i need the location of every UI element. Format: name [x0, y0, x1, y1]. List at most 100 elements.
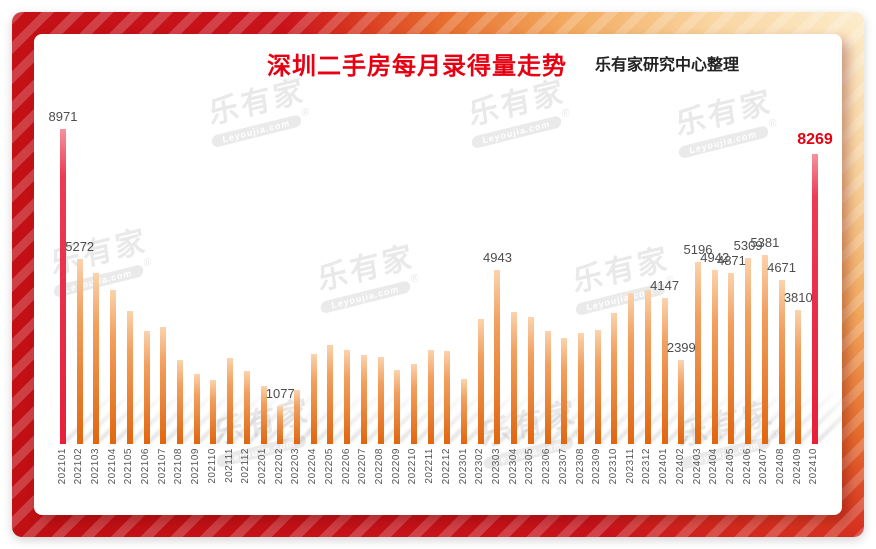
x-axis-label: 202309 — [591, 448, 603, 485]
x-axis-label: 202102 — [73, 448, 85, 485]
x-axis-label: 202312 — [641, 448, 653, 485]
bar-202211 — [427, 350, 434, 444]
x-axis-label: 202409 — [791, 448, 803, 485]
x-axis-label: 202402 — [674, 448, 686, 485]
bar-202110 — [210, 380, 217, 444]
bar-202202 — [277, 406, 284, 444]
bar-202304 — [511, 312, 518, 444]
x-axis-label: 202308 — [574, 448, 586, 485]
chart-card: 乐有家Leyoujia.com®乐有家Leyoujia.com®乐有家Leyou… — [34, 34, 842, 515]
bar-202408 — [778, 280, 785, 444]
bar-202109 — [193, 374, 200, 444]
x-axis-label: 202103 — [89, 448, 101, 485]
x-axis-label: 202404 — [708, 448, 720, 485]
decor-frame: 乐有家Leyoujia.com®乐有家Leyoujia.com®乐有家Leyou… — [12, 12, 864, 537]
bar-shadow — [795, 386, 842, 444]
bar-202301 — [461, 379, 468, 444]
bar-202310 — [611, 313, 618, 444]
x-axis-label: 202107 — [156, 448, 168, 485]
bar-202404 — [711, 270, 718, 444]
bar-202305 — [527, 317, 534, 444]
x-axis-label: 202201 — [257, 448, 269, 485]
bar-value-label: 4942 — [700, 250, 730, 265]
registered-mark: ® — [409, 271, 420, 286]
bar-202403 — [695, 262, 702, 444]
x-axis-label: 202306 — [541, 448, 553, 485]
bar-202201 — [260, 386, 267, 444]
bar-202210 — [410, 364, 417, 444]
bar-202402 — [678, 360, 685, 444]
bar-value-label: 4147 — [650, 278, 680, 293]
bar-202405 — [728, 273, 735, 444]
bar-202307 — [561, 338, 568, 444]
bar-202204 — [310, 354, 317, 444]
x-axis-label: 202302 — [474, 448, 486, 485]
bar-value-label: 2399 — [666, 340, 696, 355]
x-axis-label: 202401 — [658, 448, 670, 485]
x-axis-label: 202207 — [357, 448, 369, 485]
bar-value-label: 8971 — [48, 109, 78, 124]
x-axis-label: 202212 — [440, 448, 452, 485]
x-axis-label: 202403 — [691, 448, 703, 485]
x-axis-label: 202310 — [607, 448, 619, 485]
bar-202302 — [477, 319, 484, 444]
bar-202107 — [160, 327, 167, 444]
bar-202409 — [795, 310, 802, 444]
bar-202205 — [327, 345, 334, 444]
bar-202111 — [227, 358, 234, 444]
x-axis-label: 202408 — [775, 448, 787, 485]
x-axis-label: 202301 — [457, 448, 469, 485]
bar-202407 — [761, 255, 768, 444]
page-title: 深圳二手房每月录得量走势 — [266, 52, 567, 80]
bar-202101 — [60, 129, 66, 444]
bar-value-label: 1077 — [265, 386, 295, 401]
bar-value-label: 4871 — [716, 253, 746, 268]
x-axis-label: 202303 — [490, 448, 502, 485]
x-axis-label: 202311 — [624, 448, 636, 484]
registered-mark: ® — [560, 106, 571, 121]
bar-202406 — [745, 258, 752, 444]
registered-mark: ® — [142, 255, 153, 270]
x-axis-label: 202205 — [323, 448, 335, 485]
x-axis-label: 202111 — [223, 448, 235, 483]
bar-value-label: 3810 — [783, 290, 813, 305]
bar-202105 — [126, 311, 133, 444]
x-axis-label: 202406 — [741, 448, 753, 485]
bar-202209 — [394, 370, 401, 444]
x-axis-label: 202407 — [758, 448, 770, 485]
plot-area: 8971 5272 1077 4943 4147 2399 5196 4942 4871 5309… — [34, 34, 842, 444]
bar-202306 — [544, 331, 551, 444]
x-axis-label: 202108 — [173, 448, 185, 485]
registered-mark: ® — [767, 116, 778, 131]
bar-value-label: 5381 — [750, 235, 780, 250]
x-axis-label: 202305 — [524, 448, 536, 485]
bar-202208 — [377, 357, 384, 444]
bar-202106 — [143, 331, 150, 444]
bar-202203 — [293, 390, 300, 444]
bar-202108 — [176, 360, 183, 444]
x-axis-label: 202202 — [273, 448, 285, 485]
x-axis-label: 202208 — [374, 448, 385, 485]
x-axis-label: 202204 — [307, 448, 319, 485]
bar-202401 — [661, 298, 668, 444]
bar-202206 — [344, 350, 351, 444]
x-axis-label: 202104 — [106, 448, 118, 485]
x-axis-label: 202110 — [206, 448, 218, 484]
bar-202112 — [243, 371, 250, 444]
bar-202103 — [93, 273, 100, 444]
bar-value-label: 8269 — [797, 131, 833, 148]
bar-202303 — [494, 270, 501, 444]
x-axis-label: 202211 — [424, 448, 436, 484]
bar-202309 — [594, 330, 601, 444]
bar-202308 — [578, 333, 585, 444]
x-axis-label: 202405 — [724, 448, 736, 485]
x-axis-label: 202101 — [56, 448, 68, 485]
x-axis-label: 202106 — [140, 448, 152, 485]
source-note: 乐有家研究中心整理 — [594, 57, 739, 74]
bar-202102 — [76, 259, 83, 444]
bar-202311 — [628, 293, 635, 444]
x-axis-label: 202209 — [390, 448, 402, 485]
chart-header: 深圳二手房每月录得量走势 乐有家研究中心整理 — [34, 46, 842, 80]
bar-value-label: 5272 — [65, 239, 95, 254]
